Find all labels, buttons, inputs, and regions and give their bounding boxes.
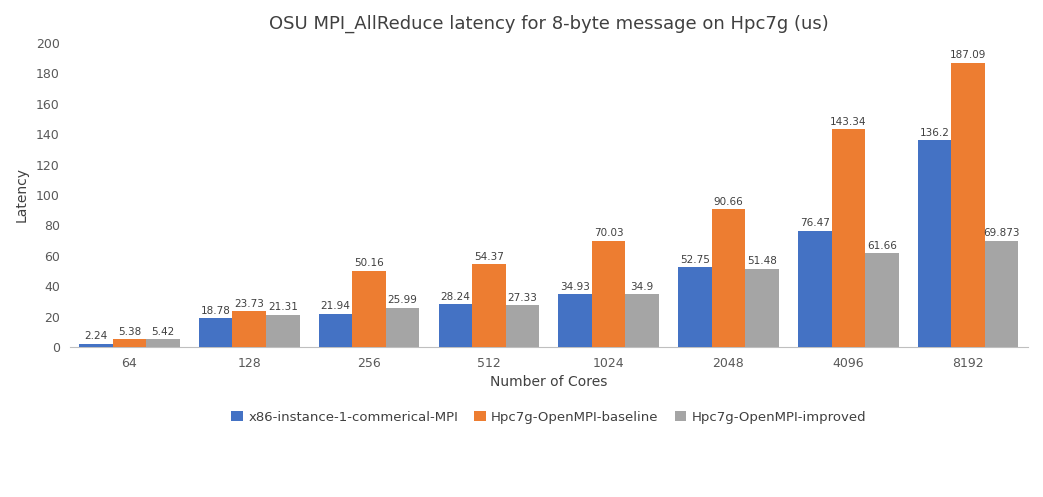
Bar bbox=[951, 63, 985, 347]
Text: 28.24: 28.24 bbox=[440, 292, 470, 302]
Text: 27.33: 27.33 bbox=[508, 293, 537, 303]
Bar bbox=[711, 209, 746, 347]
Bar bbox=[678, 267, 711, 347]
Text: 50.16: 50.16 bbox=[355, 258, 384, 268]
Text: 90.66: 90.66 bbox=[713, 197, 744, 207]
Text: 54.37: 54.37 bbox=[474, 252, 504, 262]
Bar bbox=[266, 315, 299, 347]
Bar bbox=[506, 306, 539, 347]
Text: 21.94: 21.94 bbox=[320, 301, 350, 312]
Bar bbox=[319, 314, 353, 347]
Text: 5.38: 5.38 bbox=[118, 327, 141, 336]
Bar bbox=[865, 253, 899, 347]
Bar bbox=[985, 241, 1018, 347]
Y-axis label: Latency: Latency bbox=[15, 167, 29, 223]
Bar bbox=[146, 339, 179, 347]
Bar bbox=[438, 304, 472, 347]
Text: 18.78: 18.78 bbox=[200, 306, 231, 316]
Bar bbox=[746, 269, 779, 347]
Bar bbox=[831, 129, 865, 347]
Bar bbox=[626, 294, 659, 347]
Text: 25.99: 25.99 bbox=[388, 295, 417, 305]
Bar bbox=[558, 294, 591, 347]
Text: 23.73: 23.73 bbox=[235, 299, 264, 309]
Text: 70.03: 70.03 bbox=[593, 228, 624, 238]
Bar bbox=[591, 241, 626, 347]
Text: 51.48: 51.48 bbox=[747, 256, 777, 266]
Text: 143.34: 143.34 bbox=[830, 117, 867, 127]
Title: OSU MPI_AllReduce latency for 8-byte message on Hpc7g (us): OSU MPI_AllReduce latency for 8-byte mes… bbox=[269, 15, 828, 33]
Bar bbox=[798, 231, 831, 347]
Bar bbox=[472, 264, 506, 347]
Bar bbox=[386, 308, 419, 347]
Bar bbox=[79, 343, 113, 347]
Legend: x86-instance-1-commerical-MPI, Hpc7g-OpenMPI-baseline, Hpc7g-OpenMPI-improved: x86-instance-1-commerical-MPI, Hpc7g-Ope… bbox=[226, 406, 872, 429]
Text: 136.2: 136.2 bbox=[920, 128, 949, 138]
Text: 52.75: 52.75 bbox=[680, 254, 710, 264]
Text: 21.31: 21.31 bbox=[268, 302, 297, 312]
Bar bbox=[199, 319, 233, 347]
Text: 187.09: 187.09 bbox=[950, 50, 987, 60]
Bar bbox=[918, 140, 951, 347]
Text: 69.873: 69.873 bbox=[984, 229, 1020, 239]
Text: 61.66: 61.66 bbox=[867, 241, 897, 251]
Text: 34.93: 34.93 bbox=[560, 282, 590, 292]
X-axis label: Number of Cores: Number of Cores bbox=[490, 375, 607, 389]
Bar bbox=[233, 311, 266, 347]
Text: 5.42: 5.42 bbox=[151, 327, 174, 336]
Bar bbox=[353, 271, 386, 347]
Bar bbox=[113, 339, 146, 347]
Text: 2.24: 2.24 bbox=[84, 331, 107, 341]
Text: 34.9: 34.9 bbox=[631, 282, 654, 292]
Text: 76.47: 76.47 bbox=[800, 219, 829, 229]
